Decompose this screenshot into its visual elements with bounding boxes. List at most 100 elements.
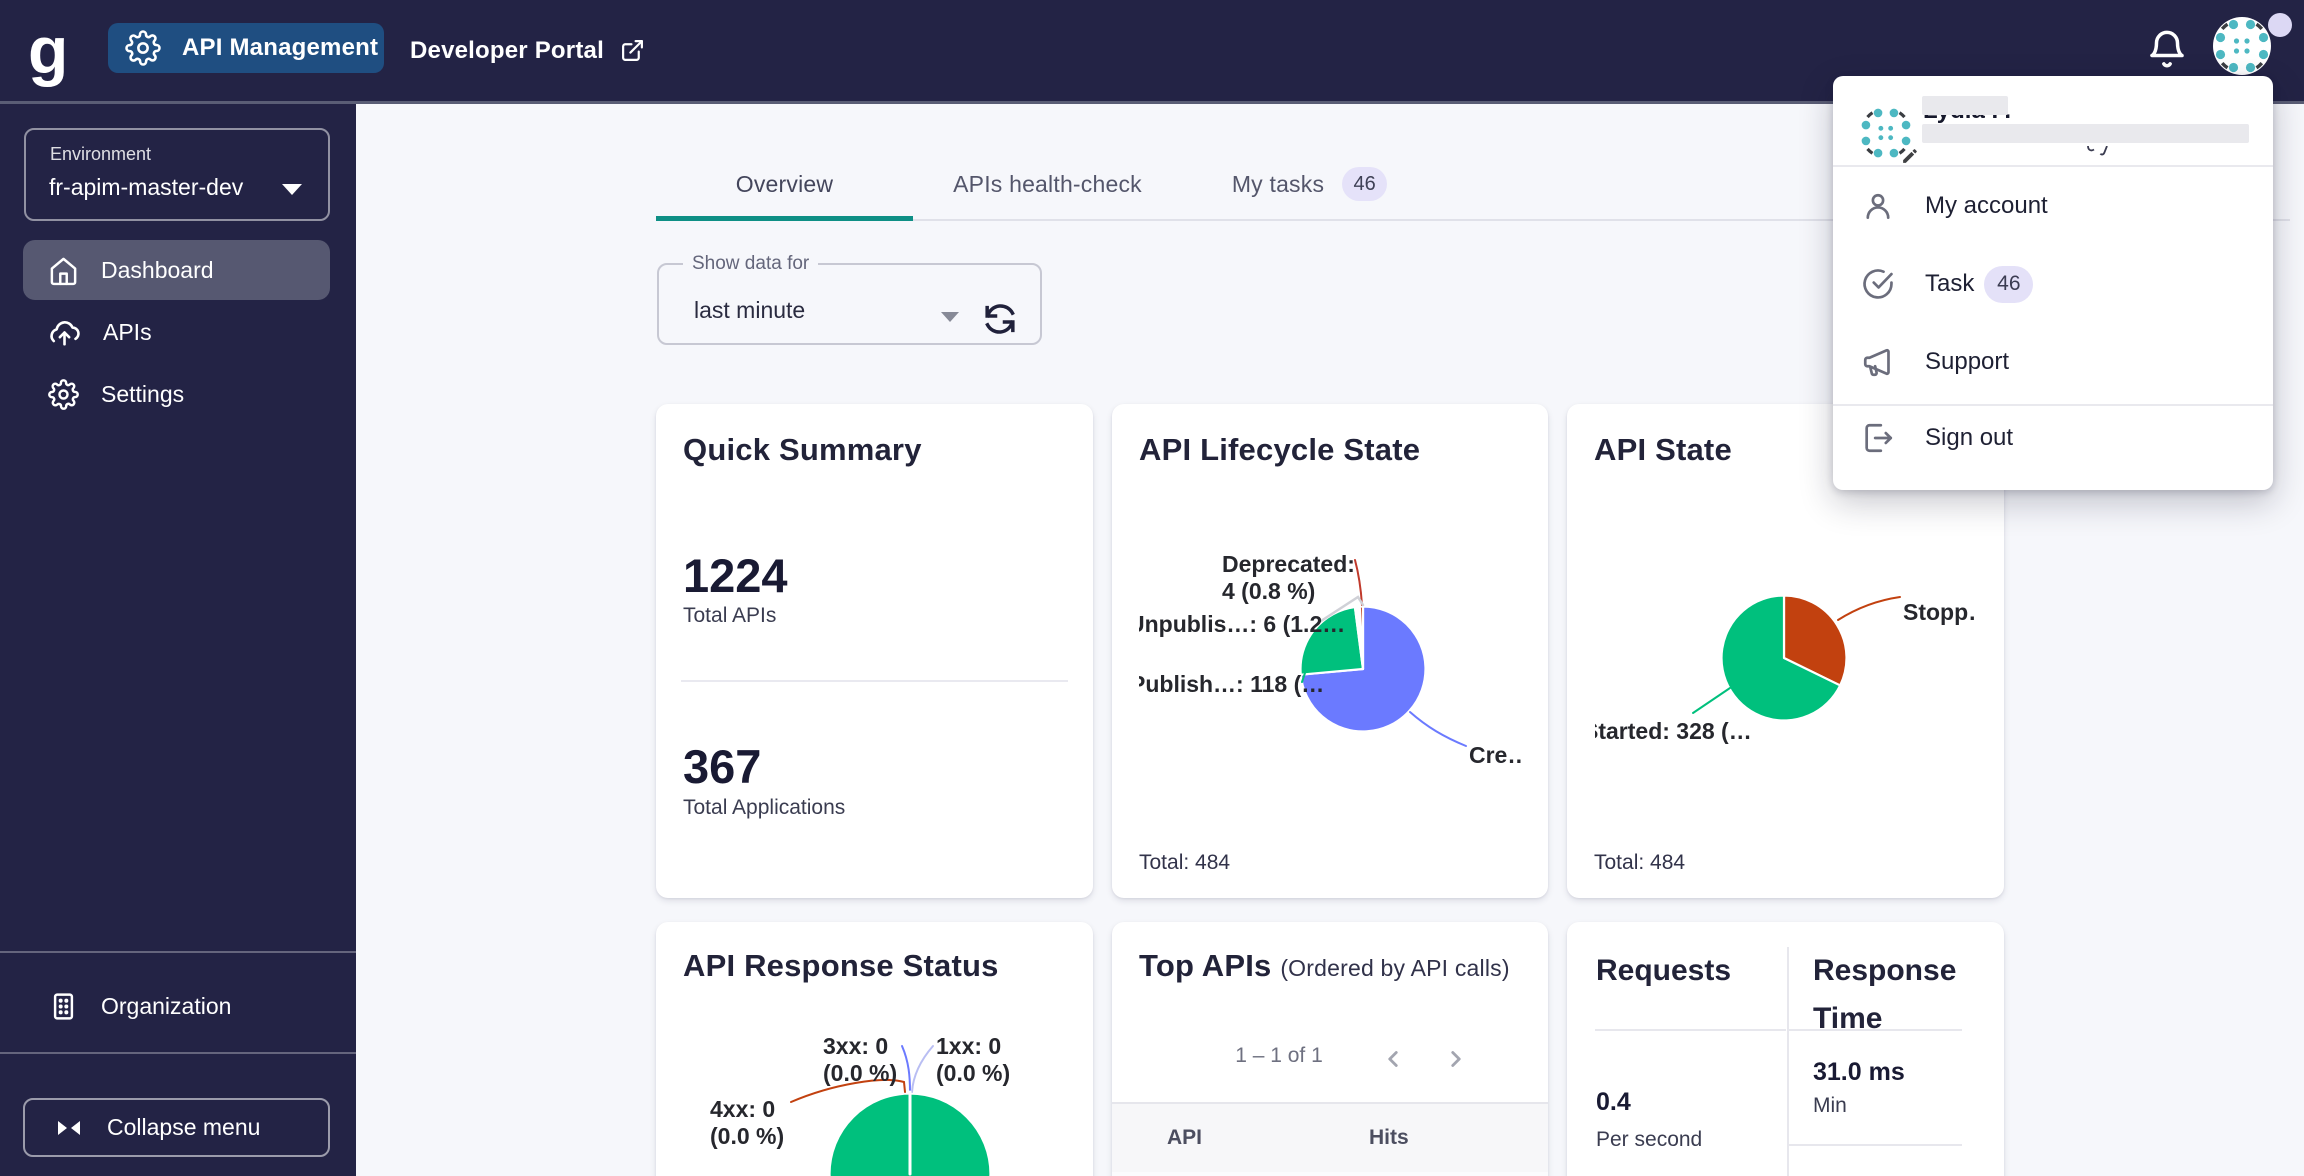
card-api-lifecycle-state: API Lifecycle State Deprecated: 4 (0.8 %)…	[1112, 404, 1548, 898]
developer-portal-label: Developer Portal	[410, 36, 604, 64]
requests-title: Requests	[1596, 954, 1732, 987]
card-quick-summary: Quick Summary 1224 Total APIs 367 Total …	[656, 404, 1093, 898]
menu-divider	[1833, 404, 2273, 406]
api-state-chart: Stopp…: Started: 328 (…	[1595, 490, 1977, 840]
redaction-bar	[1922, 96, 2008, 115]
card-divider	[1595, 1029, 1786, 1031]
top-apis-table-header: API Hits	[1112, 1102, 1548, 1176]
card-title: API Lifecycle State	[1139, 432, 1421, 467]
cloud-upload-icon	[50, 320, 80, 345]
collapse-menu-button[interactable]: Collapse menu	[23, 1098, 330, 1157]
card-title: Top APIs (Ordered by API calls)	[1139, 948, 1510, 983]
menu-item-sign-out[interactable]: Sign out	[1833, 399, 2273, 477]
show-data-for-legend: Show data for	[692, 253, 810, 274]
requests-value: 0.4	[1596, 1088, 1631, 1116]
sidebar-item-apis[interactable]: APIs	[23, 302, 330, 362]
gravitee-logo[interactable]: g	[28, 13, 69, 87]
developer-portal-link[interactable]: Developer Portal	[410, 0, 645, 101]
sign-out-icon	[1865, 423, 1893, 453]
edit-avatar-pencil-icon[interactable]	[1901, 148, 1918, 170]
tab-my-tasks-label: My tasks	[1231, 170, 1325, 197]
active-tab-indicator	[656, 216, 913, 221]
card-divider	[681, 680, 1068, 682]
card-title: API Response Status	[683, 948, 999, 983]
notifications-bell-icon[interactable]	[2146, 27, 2188, 76]
total-apis-label: Total APIs	[683, 604, 777, 627]
menu-item-task[interactable]: Task 46	[1833, 245, 2273, 323]
sidebar-item-label: Organization	[101, 992, 232, 1019]
organization-icon	[53, 992, 74, 1020]
tab-my-tasks[interactable]: My tasks 46	[1182, 148, 1437, 220]
user-status-dot	[2268, 13, 2292, 37]
email-descenders	[2086, 143, 2120, 161]
home-icon	[50, 257, 77, 285]
person-icon	[1866, 193, 1890, 219]
pie-label-created: Cre…	[1469, 742, 1522, 768]
tab-apis-health-check-label: APIs health-check	[953, 170, 1142, 197]
lifecycle-connectors	[1301, 559, 1467, 747]
pie-label-started: Started: 328 (…	[1595, 718, 1752, 744]
menu-item-support[interactable]: Support	[1833, 323, 2273, 401]
card-vertical-divider	[1787, 947, 1789, 1176]
sidebar: Environment fr-apim-master-dev Dashboard…	[0, 104, 356, 1176]
pie-label-deprecated: Deprecated: 4 (0.8 %)	[1222, 551, 1355, 604]
column-header-api[interactable]: API	[1167, 1126, 1203, 1149]
environment-select[interactable]: Environment fr-apim-master-dev	[24, 128, 330, 221]
chevron-down-icon	[941, 312, 959, 322]
card-title: Quick Summary	[683, 432, 922, 467]
environment-label: Environment	[50, 144, 152, 164]
user-avatar[interactable]	[2212, 16, 2272, 76]
lifecycle-chart: Deprecated: 4 (0.8 %) Unpublis…: 6 (1.2… …	[1139, 490, 1522, 840]
user-avatar	[1858, 105, 1914, 161]
collapse-menu-label: Collapse menu	[107, 1114, 261, 1140]
card-requests-response-time: Requests Response Time 0.4 Per second 31…	[1567, 922, 2004, 1176]
user-menu: Lydia P. My account Task 46 Support Sign…	[1833, 76, 2273, 490]
pie-label-1xx: 1xx: 0 (0.0 %)	[936, 1033, 1011, 1086]
lifecycle-pie	[1299, 605, 1427, 733]
response-status-connectors	[790, 1045, 934, 1176]
total-applications-label: Total Applications	[683, 796, 846, 819]
pagination-range: 1 – 1 of 1	[1235, 1044, 1323, 1067]
api-management-button[interactable]: API Management	[108, 23, 384, 73]
api-state-pie	[1720, 594, 1848, 722]
api-state-connectors	[1692, 596, 1901, 714]
sidebar-item-organization[interactable]: Organization	[23, 976, 330, 1036]
menu-item-label: Task	[1925, 270, 1975, 297]
topbar-divider	[0, 101, 2304, 104]
next-page-icon[interactable]	[1443, 1044, 1469, 1079]
pie-label-published: Publish…: 118 (…	[1139, 671, 1325, 697]
sidebar-item-dashboard[interactable]: Dashboard	[23, 240, 330, 300]
chevron-down-icon	[282, 184, 302, 195]
refresh-icon[interactable]	[979, 299, 1021, 344]
pie-label-unpublished: Unpublis…: 6 (1.2…	[1139, 611, 1346, 637]
tab-overview[interactable]: Overview	[656, 148, 913, 220]
table-row	[1112, 1172, 1548, 1176]
menu-item-label: Sign out	[1925, 424, 2014, 451]
card-subtitle: (Ordered by API calls)	[1280, 955, 1510, 981]
tab-apis-health-check[interactable]: APIs health-check	[913, 148, 1182, 220]
column-header-hits[interactable]: Hits	[1369, 1126, 1409, 1149]
pie-label-4xx: 4xx: 0 (0.0 %)	[710, 1096, 785, 1149]
card-top-apis: Top APIs (Ordered by API calls) 1 – 1 of…	[1112, 922, 1548, 1176]
sidebar-divider	[0, 1052, 356, 1054]
api-state-total: Total: 484	[1594, 851, 1686, 874]
sidebar-item-label: APIs	[103, 318, 152, 345]
pie-label-3xx: 3xx: 0 (0.0 %)	[823, 1033, 898, 1086]
response-time-unit: Min	[1813, 1094, 1847, 1117]
environment-value: fr-apim-master-dev	[49, 174, 244, 200]
menu-item-label: Support	[1925, 348, 2010, 375]
show-data-for-value: last minute	[694, 297, 806, 323]
megaphone-icon	[1863, 348, 1890, 377]
menu-divider	[1833, 165, 2273, 167]
sidebar-divider	[0, 951, 356, 953]
topbar: g API Management Developer Portal	[0, 0, 2304, 101]
task-count-badge: 46	[1984, 265, 2034, 303]
sidebar-item-settings[interactable]: Settings	[23, 364, 330, 424]
menu-item-my-account[interactable]: My account	[1833, 167, 2273, 245]
previous-page-icon[interactable]	[1380, 1044, 1406, 1079]
show-data-for-select[interactable]: Show data for last minute	[657, 253, 1042, 345]
card-divider	[1789, 1029, 1962, 1031]
external-link-icon	[621, 40, 643, 61]
response-time-value: 31.0 ms	[1813, 1058, 1905, 1086]
task-check-icon	[1863, 269, 1893, 299]
